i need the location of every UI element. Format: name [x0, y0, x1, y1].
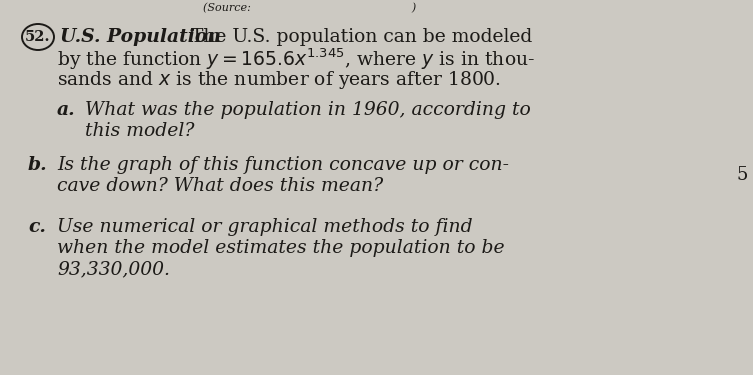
Text: cave down? What does this mean?: cave down? What does this mean?: [57, 177, 383, 195]
Text: a.: a.: [57, 101, 75, 119]
Text: What was the population in 1960, according to: What was the population in 1960, accordi…: [85, 101, 531, 119]
Text: b.: b.: [28, 156, 47, 174]
Text: 52.: 52.: [26, 30, 50, 44]
Text: (Source:                                              ): (Source: ): [203, 3, 416, 13]
Text: sands and $x$ is the number of years after 1800.: sands and $x$ is the number of years aft…: [57, 69, 501, 91]
Text: 93,330,000.: 93,330,000.: [57, 260, 170, 278]
Text: 5: 5: [736, 166, 748, 184]
Text: when the model estimates the population to be: when the model estimates the population …: [57, 239, 505, 257]
Text: Is the graph of this function concave up or con-: Is the graph of this function concave up…: [57, 156, 509, 174]
Text: Use numerical or graphical methods to find: Use numerical or graphical methods to fi…: [57, 218, 473, 236]
Text: c.: c.: [28, 218, 46, 236]
Text: by the function $y = 165.6x^{1.345}$, where $y$ is in thou-: by the function $y = 165.6x^{1.345}$, wh…: [57, 46, 535, 72]
Text: The U.S. population can be modeled: The U.S. population can be modeled: [185, 28, 532, 46]
Text: this model?: this model?: [85, 122, 194, 140]
Text: U.S. Population: U.S. Population: [60, 28, 221, 46]
